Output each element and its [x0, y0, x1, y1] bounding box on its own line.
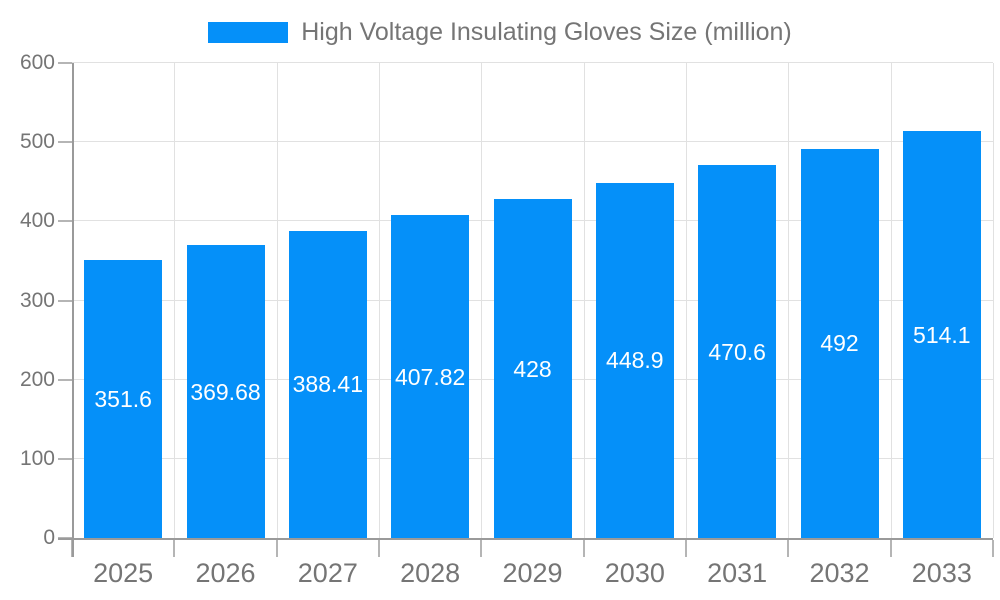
y-tick: [58, 62, 72, 64]
y-tick: [58, 220, 72, 223]
x-tick: [889, 540, 892, 557]
bar-value-label: 369.68: [190, 378, 261, 405]
y-tick: [58, 299, 72, 302]
y-tick-label: 300: [19, 288, 55, 312]
bar-value-label: 492: [820, 330, 859, 357]
bar-value-label: 407.82: [394, 363, 466, 390]
y-tick-label: 0: [43, 526, 55, 549]
bar: [391, 215, 470, 538]
x-tick: [685, 540, 687, 557]
grid-line-v: [993, 63, 994, 538]
y-tick: [58, 141, 72, 144]
x-tick-label: 2026: [195, 558, 256, 588]
bar-value-label: 351.6: [94, 385, 152, 412]
grid-line-h: [72, 62, 993, 63]
bar-value-label: 514.1: [913, 321, 971, 348]
x-tick: [480, 540, 483, 557]
bar-value-label: 428: [513, 355, 552, 382]
bar: [595, 182, 674, 538]
x-tick-label: 2032: [809, 558, 870, 588]
x-tick: [787, 540, 790, 557]
legend-item[interactable]: High Voltage Insulating Gloves Size (mil…: [0, 19, 1000, 45]
x-axis-line: [58, 538, 993, 540]
x-tick: [173, 540, 176, 557]
grid-line-v: [583, 63, 585, 538]
x-tick-label: 2025: [93, 558, 154, 588]
y-tick-label: 600: [19, 51, 55, 74]
x-tick-label: 2029: [502, 558, 563, 588]
y-tick: [58, 378, 72, 381]
grid-line-v: [276, 63, 278, 538]
bar-value-label: 448.9: [606, 347, 664, 374]
legend-label: High Voltage Insulating Gloves Size (mil…: [301, 18, 792, 46]
x-tick-label: 2027: [297, 558, 358, 588]
x-tick-label: 2033: [911, 558, 972, 588]
y-tick-label: 100: [19, 446, 55, 470]
grid-line-h: [72, 141, 993, 143]
x-tick: [378, 540, 380, 557]
bar: [800, 148, 879, 538]
bar: [902, 131, 981, 538]
grid-line-v: [788, 63, 790, 538]
grid-line-v: [890, 63, 892, 538]
grid-line-v: [174, 63, 176, 538]
bar-value-label: 388.41: [292, 371, 363, 398]
y-tick-label: 200: [19, 367, 55, 391]
x-tick-label: 2031: [707, 558, 768, 588]
x-tick: [275, 540, 278, 557]
x-tick-label: 2030: [604, 558, 665, 588]
grid-line-v: [686, 63, 687, 538]
x-tick-label: 2028: [400, 558, 461, 588]
x-tick: [582, 540, 585, 557]
bar: [186, 245, 265, 538]
bar: [288, 230, 367, 538]
y-tick-label: 500: [19, 130, 55, 154]
bar-value-label: 470.6: [708, 338, 766, 365]
bar: [698, 165, 777, 538]
bar: [493, 199, 572, 538]
grid-line-v: [481, 63, 483, 538]
y-axis-line: [72, 63, 74, 557]
x-tick: [992, 540, 994, 557]
bar: [84, 259, 163, 538]
y-tick: [58, 457, 72, 460]
grid-line-v: [379, 63, 380, 538]
legend-swatch-icon: [208, 21, 289, 43]
y-tick-label: 400: [19, 209, 55, 233]
